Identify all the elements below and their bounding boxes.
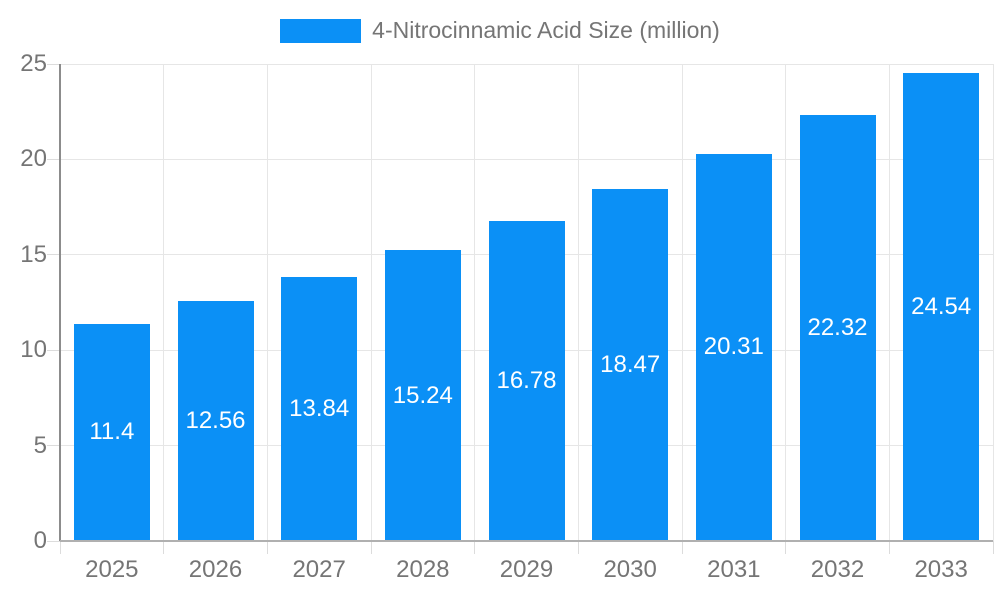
y-axis-tick bbox=[47, 540, 60, 542]
bar-value-label: 11.4 bbox=[89, 418, 135, 446]
x-axis-label: 2025 bbox=[85, 556, 139, 583]
gridline-horizontal bbox=[60, 158, 993, 160]
bar-value-label: 20.31 bbox=[703, 333, 764, 361]
legend-swatch bbox=[280, 18, 362, 43]
gridline-horizontal bbox=[60, 63, 993, 65]
x-axis-label: 2033 bbox=[914, 556, 968, 583]
x-axis-tick bbox=[785, 541, 787, 554]
gridline-vertical bbox=[370, 64, 372, 541]
legend: 4-Nitrocinnamic Acid Size (million) bbox=[0, 17, 1000, 44]
bar-value-label: 22.32 bbox=[807, 314, 868, 342]
x-axis-tick bbox=[266, 541, 268, 554]
x-axis-label: 2028 bbox=[396, 556, 450, 583]
x-axis-label: 2029 bbox=[499, 556, 554, 583]
bar: 12.56 bbox=[177, 301, 254, 541]
bar-value-label: 12.56 bbox=[185, 407, 246, 435]
gridline-vertical bbox=[888, 64, 890, 541]
y-axis-label: 0 bbox=[33, 527, 47, 554]
y-axis-label: 25 bbox=[20, 50, 47, 77]
x-axis-tick bbox=[888, 541, 890, 554]
bar-value-label: 18.47 bbox=[600, 350, 661, 378]
x-axis-label: 2032 bbox=[810, 556, 865, 583]
plot-area: 11.4 12.56 13.84 15.24 16.78 18.47 20.31 22.32 2… bbox=[47, 63, 994, 554]
bar-value-label: 15.24 bbox=[392, 381, 453, 409]
bar: 20.31 bbox=[695, 153, 772, 541]
x-axis-tick bbox=[474, 541, 476, 554]
bar: 22.32 bbox=[799, 115, 876, 541]
bar: 18.47 bbox=[592, 188, 669, 541]
x-axis-tick bbox=[992, 541, 994, 554]
x-axis-tick bbox=[681, 541, 683, 554]
bar: 13.84 bbox=[281, 276, 358, 541]
x-axis-tick bbox=[577, 541, 579, 554]
gridline-vertical bbox=[266, 64, 268, 541]
legend-label: 4-Nitrocinnamic Acid Size (million) bbox=[372, 17, 720, 43]
bar: 24.54 bbox=[903, 72, 980, 541]
gridline-vertical bbox=[681, 64, 683, 541]
gridline-vertical bbox=[992, 64, 994, 541]
gridline-vertical bbox=[474, 64, 476, 541]
x-axis-label: 2030 bbox=[603, 556, 657, 583]
bar-value-label: 16.78 bbox=[496, 366, 557, 394]
y-axis-label: 10 bbox=[20, 336, 47, 364]
bar: 11.4 bbox=[73, 323, 150, 541]
y-axis-line bbox=[59, 64, 61, 541]
y-axis-label: 5 bbox=[33, 431, 47, 459]
y-axis-label: 15 bbox=[20, 240, 47, 268]
x-axis-tick bbox=[370, 541, 372, 554]
bar: 16.78 bbox=[488, 220, 565, 541]
x-axis-label: 2031 bbox=[707, 556, 761, 583]
gridline-vertical bbox=[163, 64, 165, 541]
gridline-vertical bbox=[785, 64, 787, 541]
bar-value-label: 13.84 bbox=[289, 394, 350, 422]
x-axis-tick bbox=[163, 541, 165, 554]
y-axis-label: 20 bbox=[20, 145, 47, 173]
gridline-vertical bbox=[577, 64, 579, 541]
x-axis-tick bbox=[59, 541, 61, 554]
x-axis-label: 2026 bbox=[188, 556, 243, 583]
bar-value-label: 24.54 bbox=[911, 292, 972, 320]
y-axis-tick bbox=[47, 445, 60, 447]
y-axis-tick bbox=[47, 254, 60, 256]
y-axis-tick bbox=[47, 158, 60, 160]
bar: 15.24 bbox=[384, 250, 461, 541]
y-axis-tick bbox=[47, 349, 60, 351]
x-axis-line bbox=[60, 540, 993, 542]
y-axis-tick bbox=[47, 63, 60, 65]
x-axis-label: 2027 bbox=[292, 556, 346, 583]
